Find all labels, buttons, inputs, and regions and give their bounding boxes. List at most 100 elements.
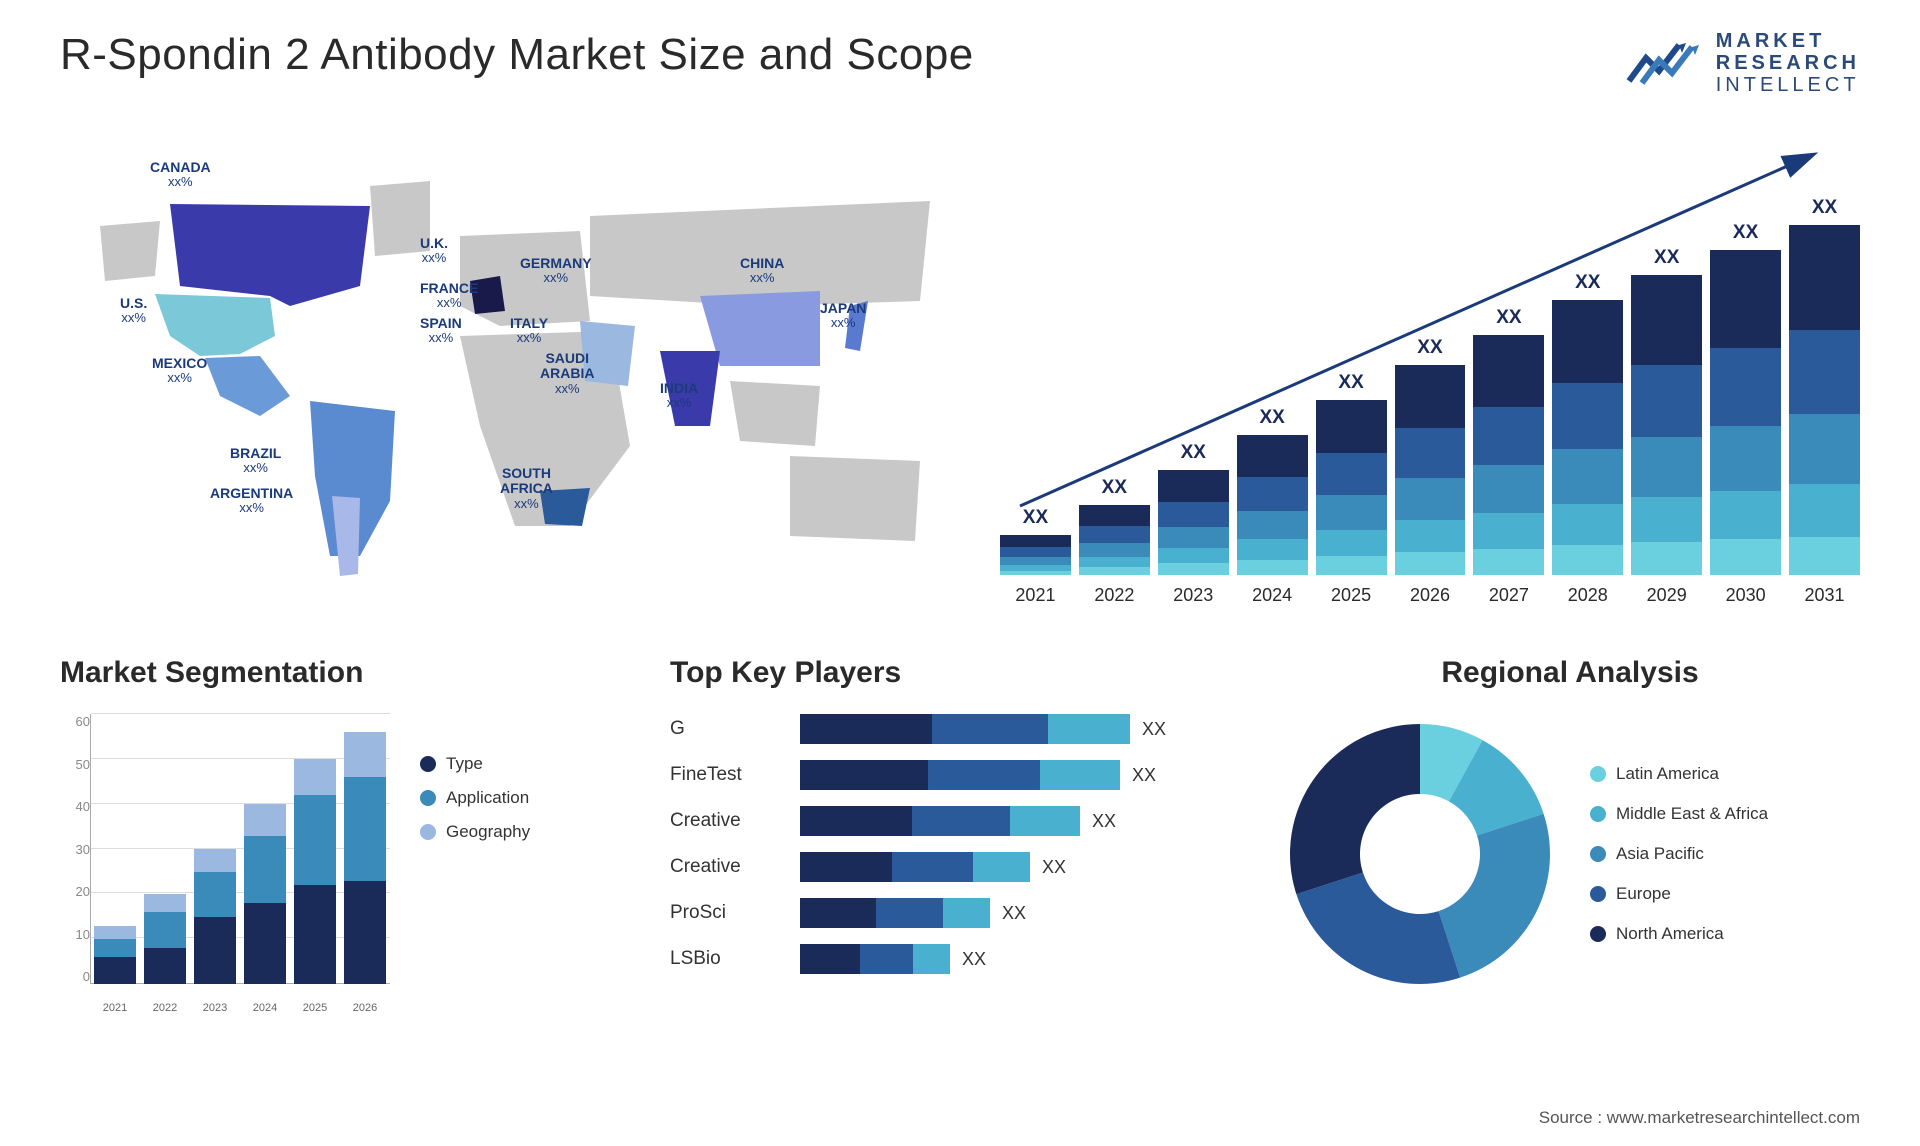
- growth-year-label: 2025: [1331, 585, 1371, 606]
- regional-panel: Regional Analysis Latin America Middle Ea…: [1280, 656, 1860, 1056]
- map-label: INDIAxx%: [660, 381, 698, 411]
- player-name: G: [670, 718, 780, 748]
- map-label: U.S.xx%: [120, 296, 147, 326]
- player-bar-row: XX: [800, 806, 1230, 836]
- map-label: SPAINxx%: [420, 316, 462, 346]
- map-label: FRANCExx%: [420, 281, 478, 311]
- seg-x-label: 2024: [244, 1002, 286, 1014]
- growth-year-label: 2031: [1804, 585, 1844, 606]
- map-label: SAUDIARABIAxx%: [540, 351, 594, 396]
- seg-y-tick: 0: [60, 969, 90, 984]
- map-label: CHINAxx%: [740, 256, 784, 286]
- seg-bar: [94, 926, 136, 985]
- seg-y-tick: 60: [60, 714, 90, 729]
- growth-bar: XX2025: [1316, 372, 1387, 606]
- footer-source: Source : www.marketresearchintellect.com: [1539, 1108, 1860, 1128]
- top-row: CANADAxx%U.S.xx%MEXICOxx%BRAZILxx%ARGENT…: [60, 126, 1860, 606]
- player-bar-row: XX: [800, 714, 1230, 744]
- world-map: CANADAxx%U.S.xx%MEXICOxx%BRAZILxx%ARGENT…: [60, 126, 960, 606]
- regional-title: Regional Analysis: [1280, 656, 1860, 690]
- seg-bar: [344, 732, 386, 984]
- seg-x-label: 2026: [344, 1002, 386, 1014]
- legend-item: Europe: [1590, 884, 1768, 904]
- player-bar-row: XX: [800, 944, 1230, 974]
- donut-slice: [1296, 873, 1460, 984]
- seg-x-label: 2022: [144, 1002, 186, 1014]
- legend-item: Geography: [420, 822, 530, 842]
- map-label: JAPANxx%: [820, 301, 866, 331]
- growth-value-label: XX: [1102, 477, 1127, 499]
- map-label: U.K.xx%: [420, 236, 448, 266]
- player-value: XX: [1132, 765, 1156, 786]
- growth-value-label: XX: [1496, 307, 1521, 329]
- logo-text: MARKET RESEARCH INTELLECT: [1716, 30, 1860, 96]
- seg-y-tick: 20: [60, 884, 90, 899]
- legend-item: Application: [420, 788, 530, 808]
- seg-x-label: 2025: [294, 1002, 336, 1014]
- map-label: ITALYxx%: [510, 316, 548, 346]
- logo: MARKET RESEARCH INTELLECT: [1624, 30, 1860, 96]
- player-bar-row: XX: [800, 760, 1230, 790]
- growth-chart-panel: XX2021XX2022XX2023XX2024XX2025XX2026XX20…: [1000, 126, 1860, 606]
- player-value: XX: [1002, 903, 1026, 924]
- player-name: ProSci: [670, 902, 780, 932]
- map-region: [170, 204, 370, 306]
- seg-y-tick: 10: [60, 927, 90, 942]
- player-value: XX: [1142, 719, 1166, 740]
- bottom-row: Market Segmentation 6050403020100 202120…: [60, 656, 1860, 1056]
- growth-bar: XX2029: [1631, 247, 1702, 606]
- players-labels: GFineTestCreativeCreativeProSciLSBio: [670, 714, 780, 978]
- growth-year-label: 2026: [1410, 585, 1450, 606]
- players-bars: XX XX XX XX XX XX: [800, 714, 1230, 978]
- growth-value-label: XX: [1812, 197, 1837, 219]
- growth-year-label: 2027: [1489, 585, 1529, 606]
- growth-bar: XX2022: [1079, 477, 1150, 606]
- growth-year-label: 2024: [1252, 585, 1292, 606]
- segmentation-chart: 6050403020100 202120222023202420252026: [60, 714, 390, 1014]
- map-region: [790, 456, 920, 541]
- growth-value-label: XX: [1654, 247, 1679, 269]
- player-name: Creative: [670, 810, 780, 840]
- header: R-Spondin 2 Antibody Market Size and Sco…: [60, 30, 1860, 96]
- legend-item: Latin America: [1590, 764, 1768, 784]
- growth-year-label: 2030: [1726, 585, 1766, 606]
- regional-legend: Latin AmericaMiddle East & AfricaAsia Pa…: [1590, 764, 1768, 944]
- players-title: Top Key Players: [670, 656, 1230, 690]
- logo-icon: [1624, 33, 1704, 93]
- seg-bar: [294, 759, 336, 984]
- players-panel: Top Key Players GFineTestCreativeCreativ…: [670, 656, 1230, 1056]
- map-region: [155, 294, 275, 356]
- seg-y-tick: 50: [60, 757, 90, 772]
- growth-year-label: 2028: [1568, 585, 1608, 606]
- map-label: CANADAxx%: [150, 160, 211, 190]
- growth-value-label: XX: [1023, 507, 1048, 529]
- seg-x-label: 2023: [194, 1002, 236, 1014]
- growth-bar: XX2021: [1000, 507, 1071, 606]
- seg-bar: [194, 849, 236, 984]
- map-region: [590, 201, 930, 306]
- seg-y-tick: 40: [60, 799, 90, 814]
- seg-bar: [144, 894, 186, 984]
- growth-bar: XX 2030: [1710, 222, 1781, 606]
- map-label: ARGENTINAxx%: [210, 486, 293, 516]
- growth-bar: XX2024: [1237, 407, 1308, 606]
- growth-value-label: XX: [1575, 272, 1600, 294]
- map-label: MEXICOxx%: [152, 356, 207, 386]
- growth-bar: XX2023: [1158, 442, 1229, 606]
- growth-value-label: XX: [1417, 337, 1442, 359]
- seg-x-label: 2021: [94, 1002, 136, 1014]
- legend-item: Middle East & Africa: [1590, 804, 1768, 824]
- growth-bar: XX 2028: [1552, 272, 1623, 606]
- player-bar-row: XX: [800, 898, 1230, 928]
- growth-bar: XX 2031: [1789, 197, 1860, 606]
- player-name: Creative: [670, 856, 780, 886]
- map-label: SOUTHAFRICAxx%: [500, 466, 553, 511]
- growth-year-label: 2023: [1173, 585, 1213, 606]
- legend-item: Type: [420, 754, 530, 774]
- player-bar-row: XX: [800, 852, 1230, 882]
- segmentation-title: Market Segmentation: [60, 656, 620, 690]
- growth-value-label: XX: [1733, 222, 1758, 244]
- map-region: [205, 356, 290, 416]
- map-region: [730, 381, 820, 446]
- donut-slice: [1439, 814, 1550, 978]
